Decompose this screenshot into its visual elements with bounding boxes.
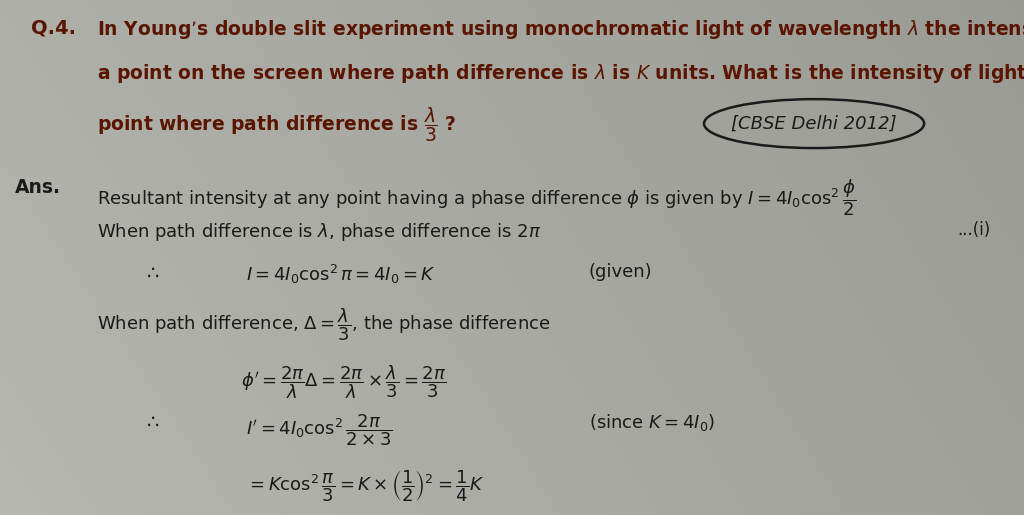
Text: [CBSE Delhi 2012]: [CBSE Delhi 2012] — [731, 115, 897, 132]
Text: (since $K = 4I_0$): (since $K = 4I_0$) — [589, 412, 715, 433]
Text: $I' = 4I_0\cos^2\dfrac{2\pi}{2\times3}$: $I' = 4I_0\cos^2\dfrac{2\pi}{2\times3}$ — [246, 412, 392, 448]
Text: point where path difference is $\dfrac{\lambda}{3}$ ?: point where path difference is $\dfrac{\… — [97, 106, 457, 144]
Text: $\phi' = \dfrac{2\pi}{\lambda}\Delta = \dfrac{2\pi}{\lambda}\times\dfrac{\lambda: $\phi' = \dfrac{2\pi}{\lambda}\Delta = \… — [241, 363, 445, 401]
Text: Resultant intensity at any point having a phase difference $\phi$ is given by $I: Resultant intensity at any point having … — [97, 178, 856, 218]
Text: $\therefore$: $\therefore$ — [143, 412, 161, 431]
Text: Q.4.: Q.4. — [31, 18, 76, 37]
Text: In Young’s double slit experiment using monochromatic light of wavelength $\lamb: In Young’s double slit experiment using … — [97, 18, 1024, 41]
Text: When path difference is $\lambda$, phase difference is $2\pi$: When path difference is $\lambda$, phase… — [97, 221, 542, 244]
Text: $= K\cos^2\dfrac{\pi}{3} = K\times\left(\dfrac{1}{2}\right)^2 = \dfrac{1}{4}K$: $= K\cos^2\dfrac{\pi}{3} = K\times\left(… — [246, 469, 484, 504]
Text: $I = 4I_0\cos^2\pi = 4I_0 = K$: $I = 4I_0\cos^2\pi = 4I_0 = K$ — [246, 263, 435, 286]
Text: (given): (given) — [589, 263, 652, 281]
Text: When path difference, $\Delta = \dfrac{\lambda}{3}$, the phase difference: When path difference, $\Delta = \dfrac{\… — [97, 306, 551, 343]
Text: a point on the screen where path difference is $\lambda$ is $K$ units. What is t: a point on the screen where path differe… — [97, 62, 1024, 85]
Text: $\therefore$: $\therefore$ — [143, 263, 161, 282]
Text: Ans.: Ans. — [15, 178, 61, 197]
Text: ...(i): ...(i) — [957, 221, 990, 239]
